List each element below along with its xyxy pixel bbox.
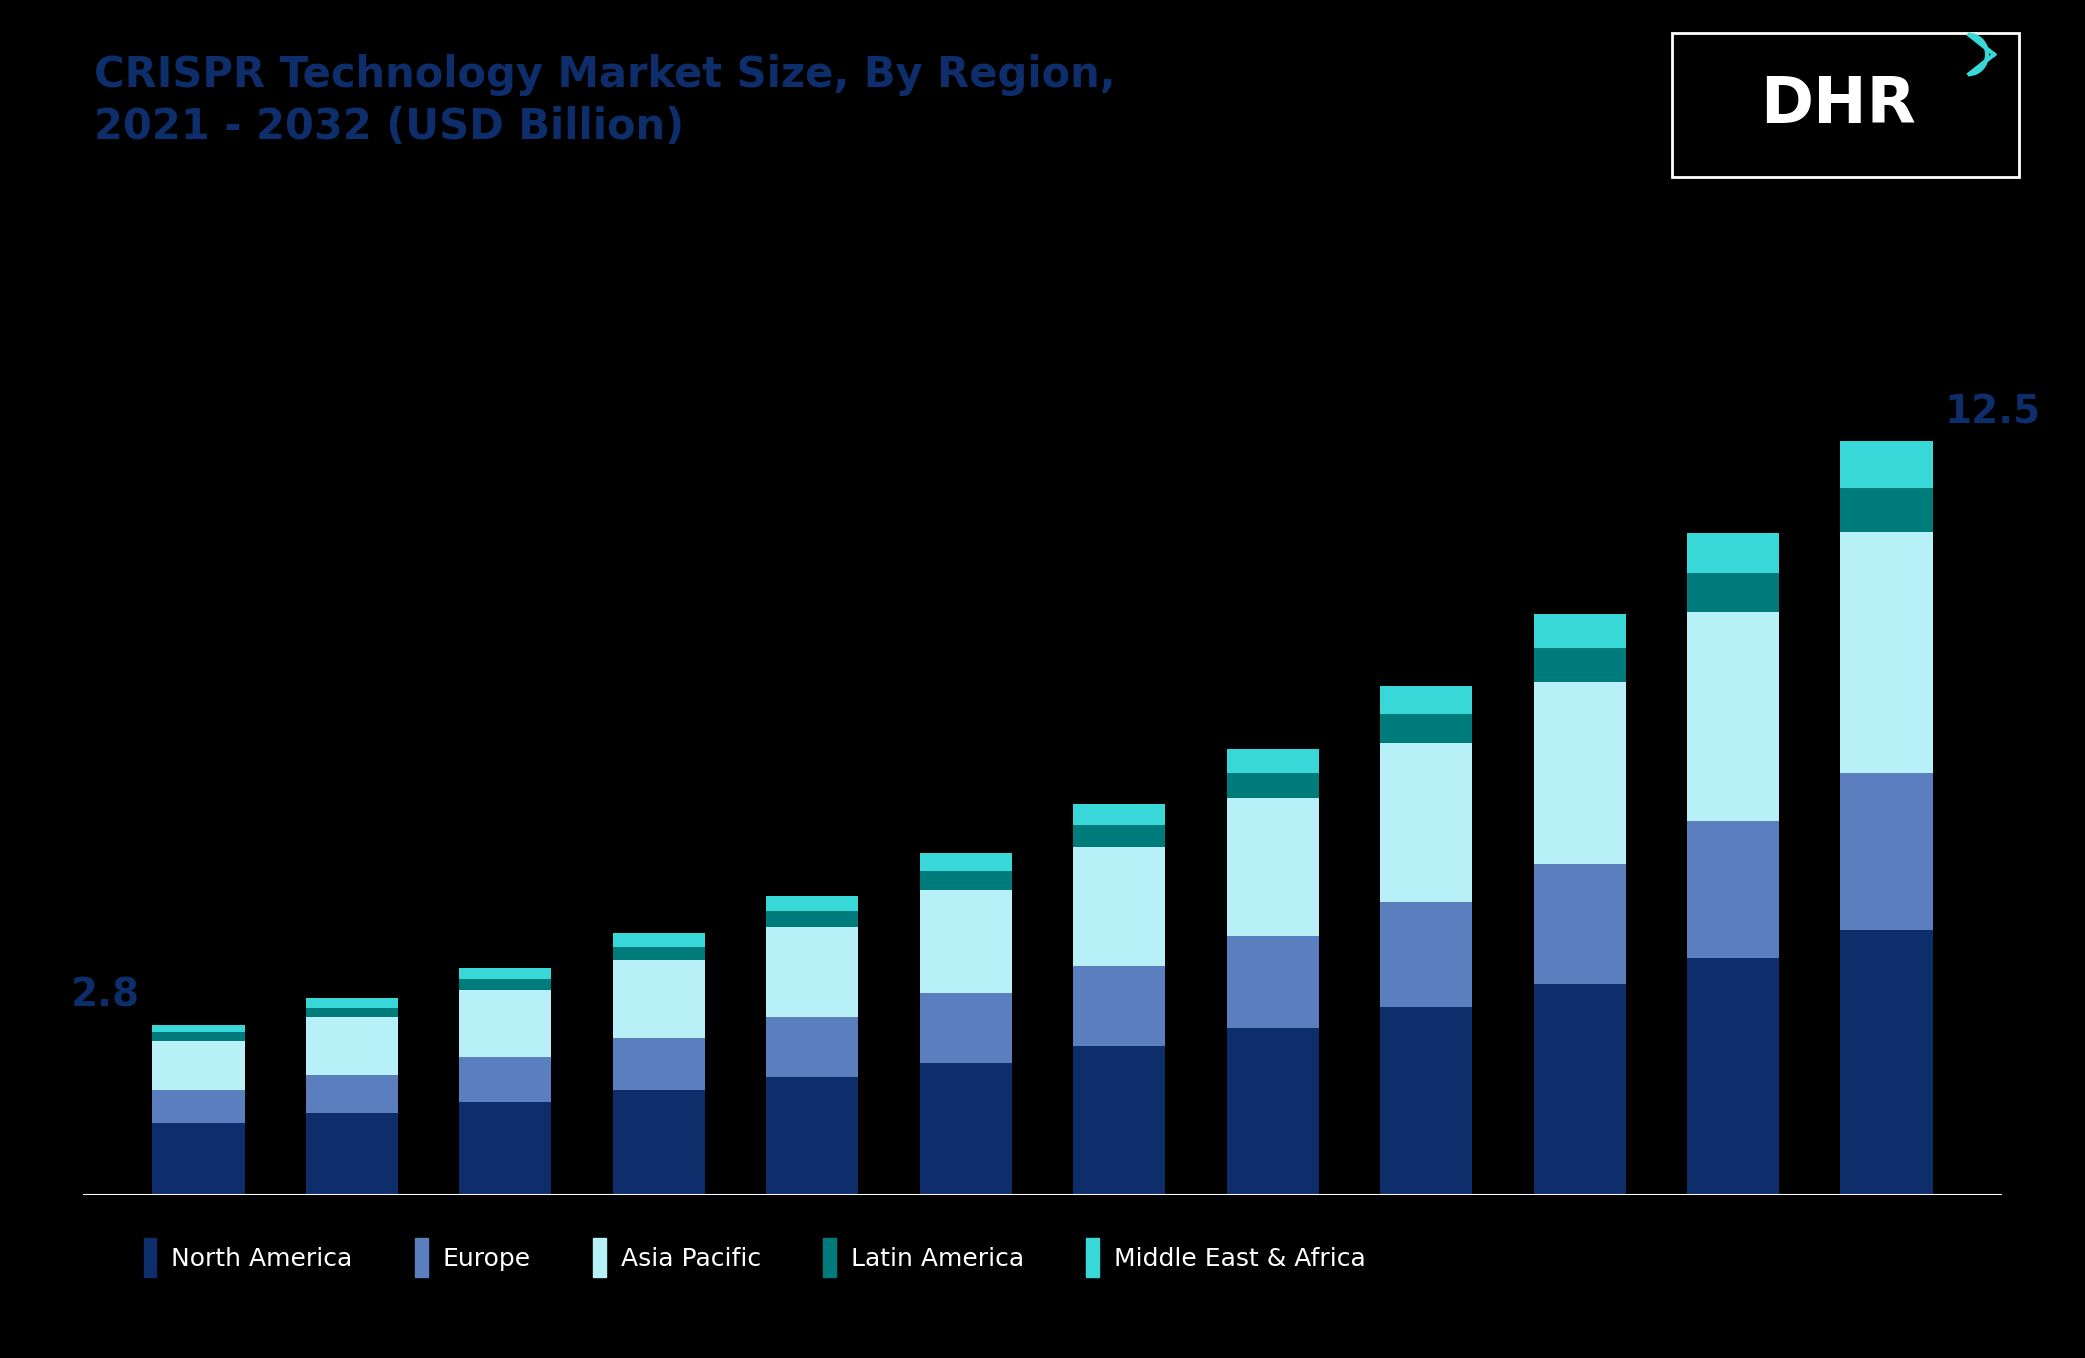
Bar [459, 979, 550, 990]
Bar [1841, 532, 1933, 774]
Bar [1687, 957, 1779, 1195]
Bar [767, 896, 859, 911]
Bar [919, 1062, 1011, 1195]
Bar [152, 1090, 244, 1123]
Bar [919, 889, 1011, 993]
Bar [1074, 804, 1166, 826]
Bar [1380, 686, 1472, 714]
Bar [1841, 774, 1933, 929]
Bar [767, 1077, 859, 1195]
Bar [767, 911, 859, 928]
Bar [1074, 826, 1166, 847]
Bar [1841, 488, 1933, 532]
Bar [1074, 967, 1166, 1046]
Bar [152, 1123, 244, 1195]
Bar [767, 1017, 859, 1077]
Bar [1074, 847, 1166, 967]
Bar [1535, 985, 1626, 1195]
Bar [152, 1032, 244, 1042]
Bar [1380, 714, 1472, 743]
Bar [613, 1038, 705, 1090]
Bar [1380, 743, 1472, 902]
Bar [459, 1101, 550, 1195]
Bar [613, 933, 705, 947]
Text: 12.5: 12.5 [1945, 394, 2041, 432]
Bar [152, 1042, 244, 1090]
Bar [306, 1008, 398, 1017]
Bar [613, 960, 705, 1038]
Bar [1226, 748, 1318, 774]
Bar [1226, 774, 1318, 799]
Text: 2.8: 2.8 [71, 976, 140, 1014]
Text: DHR: DHR [1760, 75, 1916, 136]
Bar [1535, 864, 1626, 985]
Bar [1535, 614, 1626, 648]
Bar [1380, 1006, 1472, 1195]
Bar [306, 1114, 398, 1195]
Bar [459, 967, 550, 979]
Bar [1226, 936, 1318, 1028]
Bar [1074, 1046, 1166, 1195]
Bar [1535, 682, 1626, 864]
Bar [459, 990, 550, 1058]
Bar [613, 947, 705, 960]
Bar [459, 1058, 550, 1101]
Bar [613, 1090, 705, 1195]
Bar [919, 993, 1011, 1062]
Bar [919, 872, 1011, 889]
Bar [767, 928, 859, 1017]
Bar [1687, 822, 1779, 957]
Bar [1687, 573, 1779, 611]
Bar [306, 998, 398, 1008]
Bar [1535, 648, 1626, 682]
Bar [1687, 532, 1779, 573]
Bar [1687, 611, 1779, 822]
Bar [1380, 902, 1472, 1006]
Bar [1226, 799, 1318, 936]
Bar [1226, 1028, 1318, 1195]
Bar [1841, 929, 1933, 1195]
Bar [152, 1024, 244, 1032]
Bar [919, 853, 1011, 872]
Bar [306, 1017, 398, 1076]
Bar [1841, 441, 1933, 488]
Bar [306, 1076, 398, 1114]
Text: CRISPR Technology Market Size, By Region,
2021 - 2032 (USD Billion): CRISPR Technology Market Size, By Region… [94, 54, 1115, 148]
Legend: North America, Europe, Asia Pacific, Latin America, Middle East & Africa: North America, Europe, Asia Pacific, Lat… [133, 1229, 1376, 1287]
